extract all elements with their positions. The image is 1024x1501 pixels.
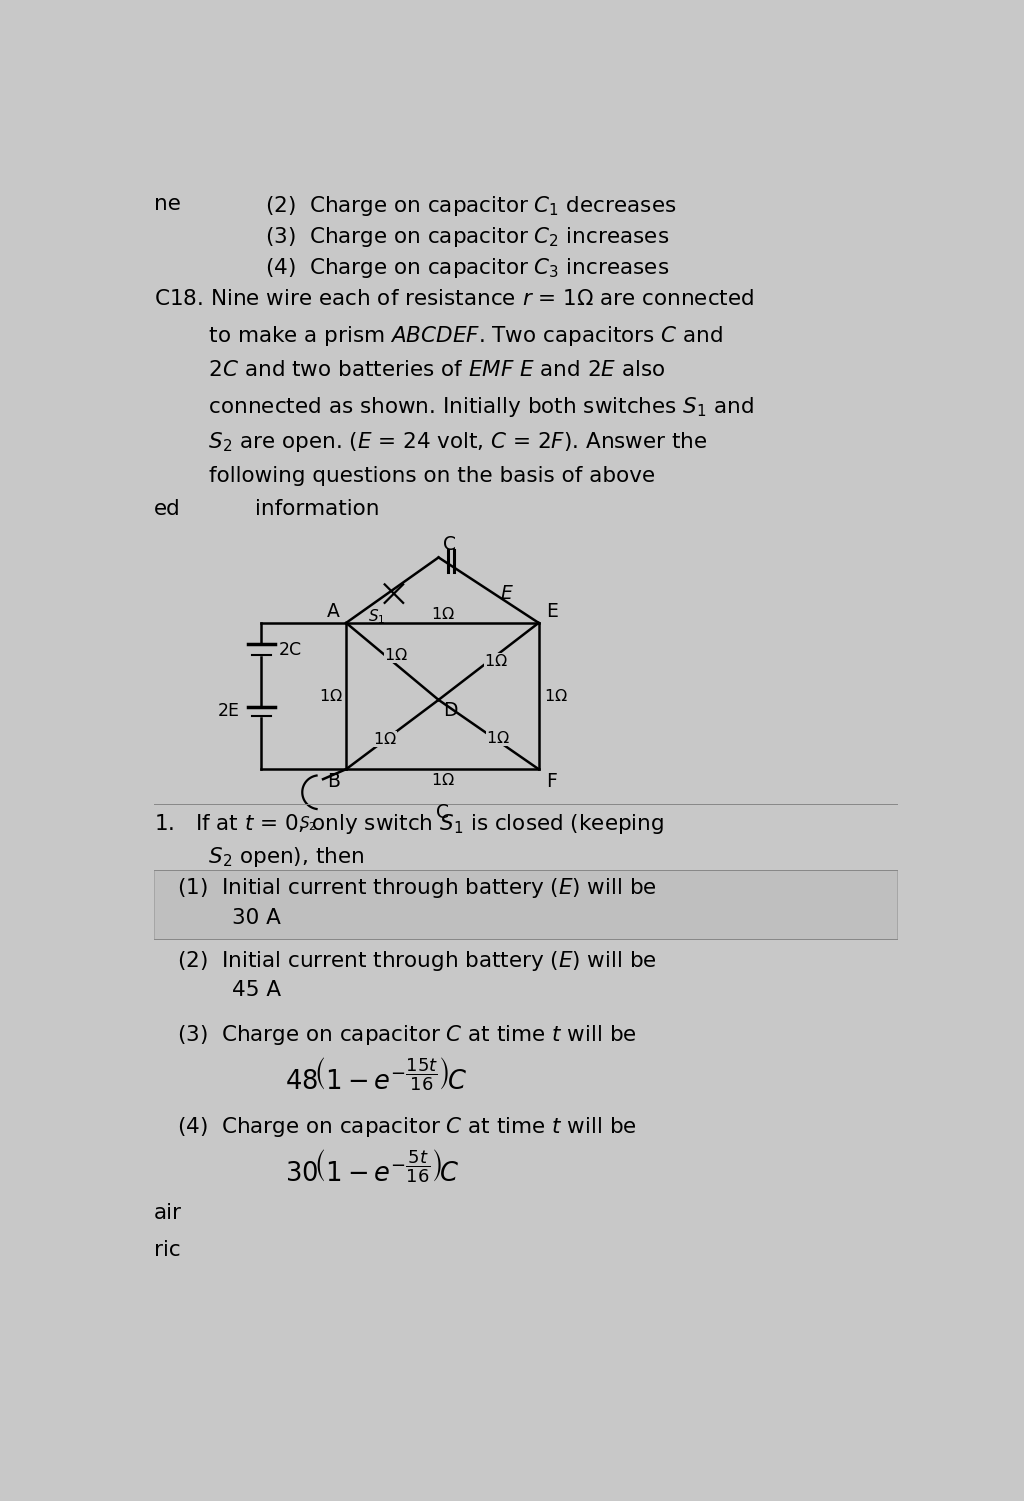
- Text: (3)  Charge on capacitor $C_2$ increases: (3) Charge on capacitor $C_2$ increases: [265, 225, 670, 249]
- Text: 1$\Omega$: 1$\Omega$: [544, 687, 567, 704]
- Text: ed: ed: [154, 498, 180, 519]
- Text: $S_2$: $S_2$: [299, 814, 316, 833]
- Text: C: C: [436, 803, 449, 823]
- Text: A: A: [327, 602, 340, 621]
- Text: $S_2$ open), then: $S_2$ open), then: [154, 845, 364, 869]
- Text: F: F: [547, 772, 557, 791]
- Text: $S_2$ are open. ($E$ = 24 volt, $C$ = 2$F$). Answer the: $S_2$ are open. ($E$ = 24 volt, $C$ = 2$…: [154, 431, 707, 455]
- Text: 1$\Omega$: 1$\Omega$: [430, 605, 455, 621]
- Text: 1$\Omega$: 1$\Omega$: [373, 731, 396, 747]
- Text: following questions on the basis of above: following questions on the basis of abov…: [154, 465, 654, 486]
- Text: 1$\Omega$: 1$\Omega$: [486, 731, 510, 746]
- Text: 2C: 2C: [279, 641, 301, 659]
- Text: air: air: [154, 1202, 181, 1223]
- Text: B: B: [327, 772, 340, 791]
- Text: $30\!\left(1-e^{-\dfrac{5t}{16}}\right)\!C$: $30\!\left(1-e^{-\dfrac{5t}{16}}\right)\…: [285, 1150, 460, 1187]
- Text: ne: ne: [154, 194, 180, 215]
- Text: C: C: [443, 536, 456, 554]
- Text: information: information: [200, 498, 379, 519]
- Text: 2$C$ and two batteries of $EMF$ $E$ and $2E$ also: 2$C$ and two batteries of $EMF$ $E$ and …: [154, 360, 665, 380]
- Text: (4)  Charge on capacitor $C$ at time $t$ will be: (4) Charge on capacitor $C$ at time $t$ …: [177, 1115, 637, 1139]
- Text: 2E: 2E: [218, 702, 240, 720]
- Text: to make a prism $ABCDEF$. Two capacitors $C$ and: to make a prism $ABCDEF$. Two capacitors…: [154, 324, 723, 348]
- Text: 1$\Omega$: 1$\Omega$: [318, 687, 343, 704]
- Text: (2)  Initial current through battery ($E$) will be: (2) Initial current through battery ($E$…: [177, 949, 656, 973]
- Text: E: E: [500, 584, 512, 603]
- Text: 1$\Omega$: 1$\Omega$: [384, 647, 409, 663]
- Text: 30 A: 30 A: [177, 908, 281, 928]
- Bar: [154, 871, 897, 940]
- Text: (1)  Initial current through battery ($E$) will be: (1) Initial current through battery ($E$…: [177, 877, 656, 901]
- Text: (4)  Charge on capacitor $C_3$ increases: (4) Charge on capacitor $C_3$ increases: [265, 255, 670, 279]
- Text: 1$\Omega$: 1$\Omega$: [484, 653, 508, 669]
- Text: (3)  Charge on capacitor $C$ at time $t$ will be: (3) Charge on capacitor $C$ at time $t$ …: [177, 1024, 637, 1048]
- Text: 1$\Omega$: 1$\Omega$: [430, 772, 455, 788]
- Text: $S_1$: $S_1$: [369, 608, 386, 626]
- Text: D: D: [443, 701, 458, 720]
- Text: 45 A: 45 A: [177, 980, 281, 1000]
- Text: ric: ric: [154, 1240, 180, 1259]
- Text: $48\!\left(1-e^{-\dfrac{15t}{16}}\right)\!C$: $48\!\left(1-e^{-\dfrac{15t}{16}}\right)…: [285, 1058, 467, 1096]
- Text: (2)  Charge on capacitor $C_1$ decreases: (2) Charge on capacitor $C_1$ decreases: [265, 194, 677, 218]
- Text: connected as shown. Initially both switches $S_1$ and: connected as shown. Initially both switc…: [154, 395, 754, 419]
- Text: C18. Nine wire each of resistance $r$ = 1Ω are connected: C18. Nine wire each of resistance $r$ = …: [154, 288, 754, 309]
- Text: E: E: [547, 602, 558, 621]
- Text: 1.   If at $t$ = 0, only switch $S_1$ is closed (keeping: 1. If at $t$ = 0, only switch $S_1$ is c…: [154, 812, 664, 836]
